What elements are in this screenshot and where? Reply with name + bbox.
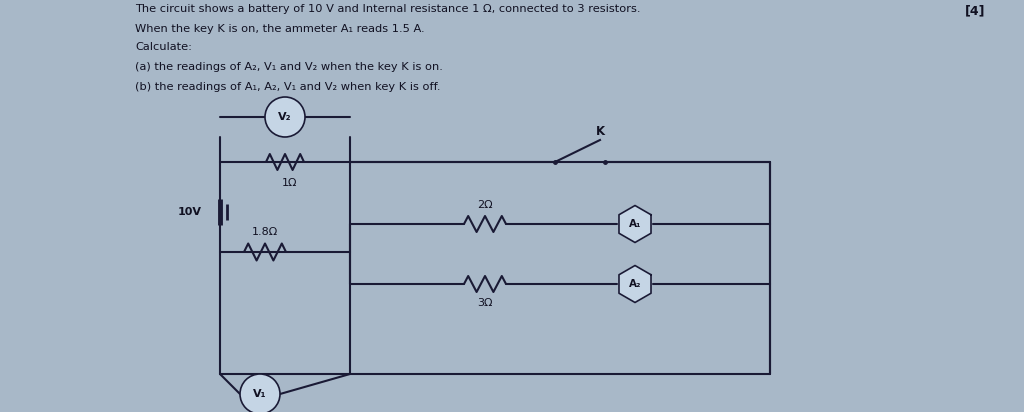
Circle shape xyxy=(265,97,305,137)
Text: The circuit shows a battery of 10 V and Internal resistance 1 Ω, connected to 3 : The circuit shows a battery of 10 V and … xyxy=(135,4,640,14)
Text: When the key K is on, the ammeter A₁ reads 1.5 A.: When the key K is on, the ammeter A₁ rea… xyxy=(135,24,425,34)
Text: V₁: V₁ xyxy=(253,389,266,399)
Text: Calculate:: Calculate: xyxy=(135,42,193,52)
Polygon shape xyxy=(618,265,651,302)
Text: [4]: [4] xyxy=(965,4,985,17)
Text: 2Ω: 2Ω xyxy=(477,200,493,210)
Text: V₂: V₂ xyxy=(279,112,292,122)
Text: A₁: A₁ xyxy=(629,219,641,229)
Text: 1Ω: 1Ω xyxy=(283,178,298,188)
Text: 3Ω: 3Ω xyxy=(477,298,493,308)
Text: (a) the readings of A₂, V₁ and V₂ when the key K is on.: (a) the readings of A₂, V₁ and V₂ when t… xyxy=(135,62,442,72)
Circle shape xyxy=(240,374,280,412)
Text: (b) the readings of A₁, A₂, V₁ and V₂ when key K is off.: (b) the readings of A₁, A₂, V₁ and V₂ wh… xyxy=(135,82,440,92)
Text: 10V: 10V xyxy=(178,207,202,217)
Text: 1.8Ω: 1.8Ω xyxy=(252,227,279,237)
Polygon shape xyxy=(618,206,651,243)
Text: A₂: A₂ xyxy=(629,279,641,289)
Text: K: K xyxy=(595,125,604,138)
